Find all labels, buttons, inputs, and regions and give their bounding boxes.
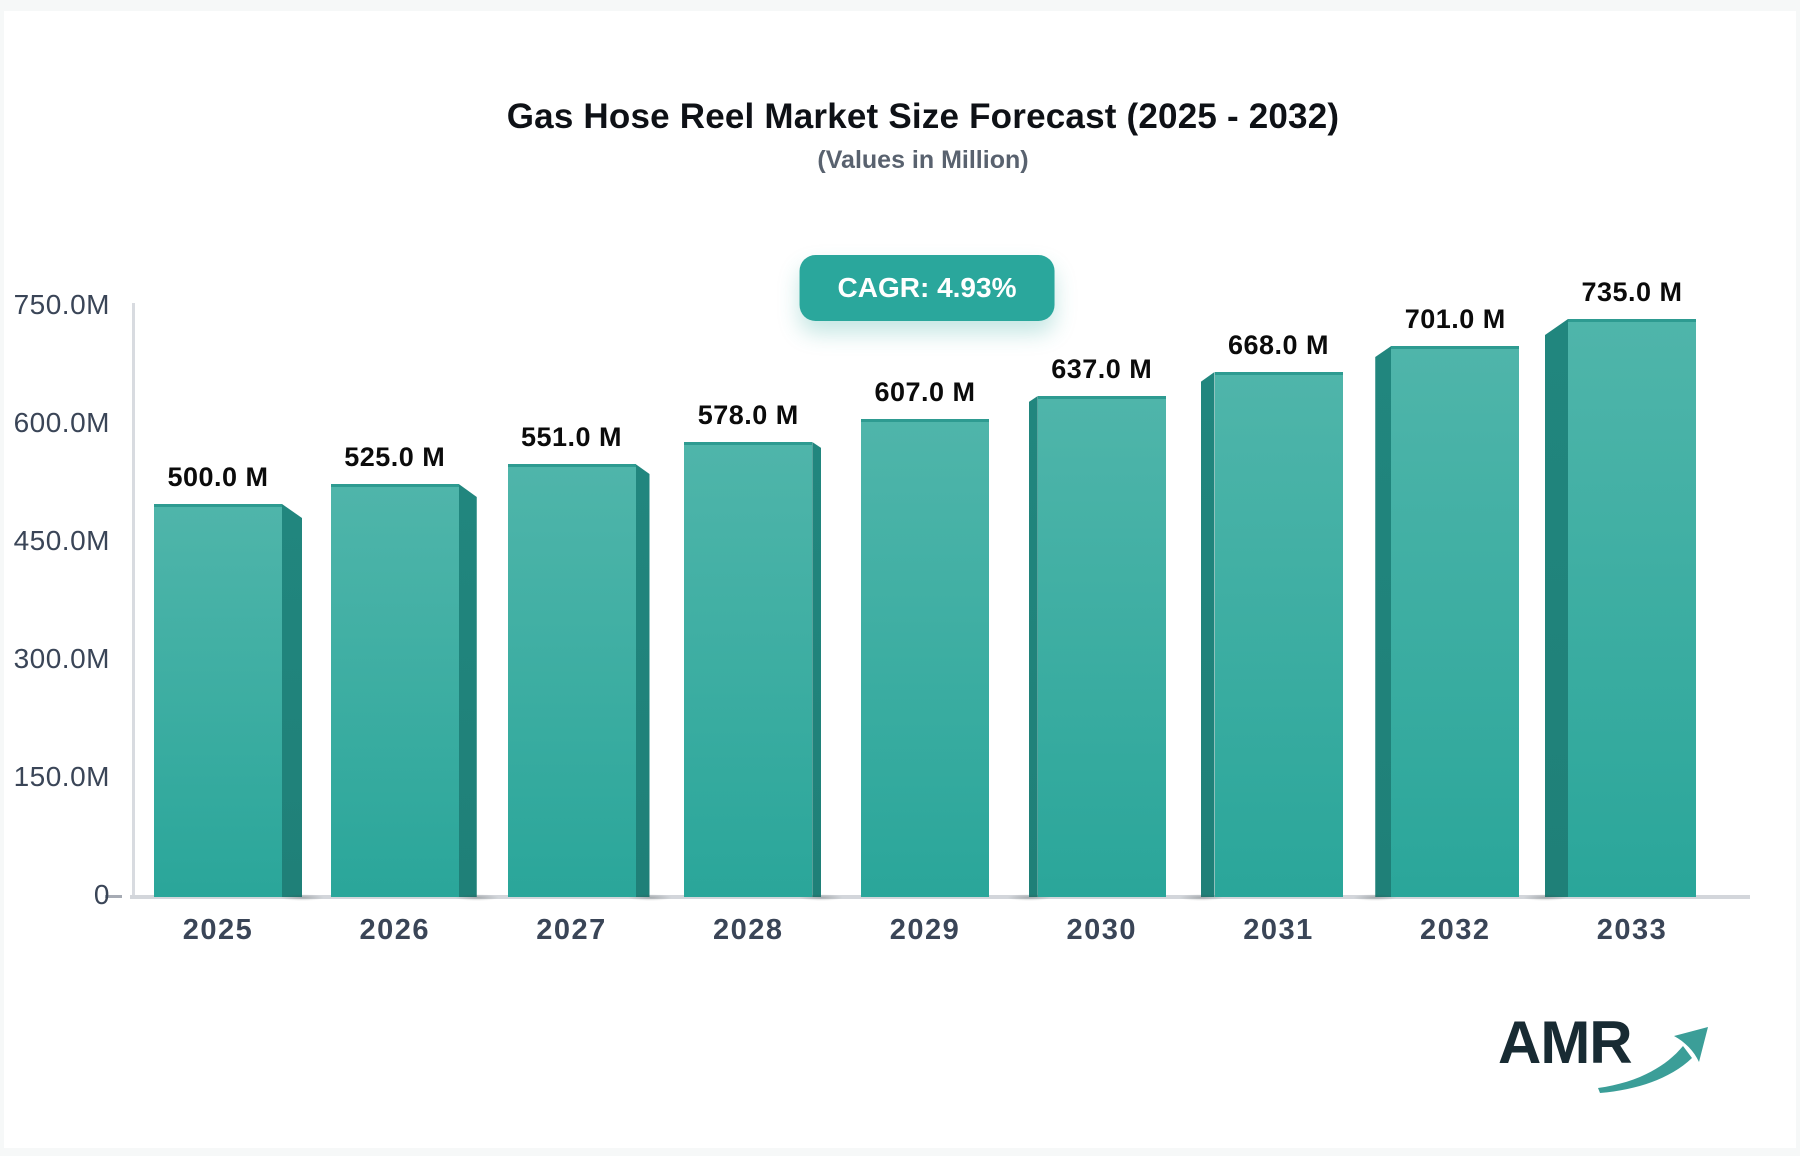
bar-2032[interactable]: [1391, 346, 1520, 897]
y-axis-line: [132, 303, 135, 897]
amr-logo-text: AMR: [1498, 1009, 1633, 1076]
bar-ground-shadow: [280, 894, 324, 901]
bar-side-face: [458, 484, 477, 897]
bar-2030[interactable]: [1037, 396, 1166, 897]
growth-arrow-icon: [1598, 1027, 1708, 1093]
bar-side-face: [282, 504, 302, 897]
bar-ground-shadow: [1178, 894, 1223, 901]
x-axis-line: [130, 895, 1750, 899]
bar-2028[interactable]: [684, 442, 813, 897]
bar-2027[interactable]: [507, 464, 636, 897]
bar-ground-shadow: [454, 894, 499, 901]
bar-value-label: 551.0 M: [520, 422, 623, 452]
bar-2026[interactable]: [330, 484, 459, 897]
bar-side-face: [635, 464, 650, 897]
x-tick-label: 2030: [1066, 914, 1137, 946]
x-tick-label: 2033: [1596, 914, 1668, 946]
x-tick-label: 2029: [889, 914, 961, 946]
bar-2029[interactable]: [861, 419, 989, 897]
bar-ground-shadow: [627, 894, 672, 901]
bar-2031[interactable]: [1214, 372, 1343, 897]
bar-side-face: [1545, 319, 1568, 897]
x-tick-label: 2031: [1243, 914, 1314, 946]
chart-header: Gas Hose Reel Market Size Forecast (2025…: [50, 96, 1796, 176]
x-tick-label: 2025: [182, 914, 254, 946]
bar-side-face: [1028, 396, 1038, 897]
cagr-badge: CAGR: 4.93%: [799, 255, 1055, 321]
chart-subtitle: (Values in Million): [817, 146, 1029, 174]
y-tick-label: 600.0M: [13, 407, 110, 438]
bar-ground-shadow: [1353, 894, 1398, 901]
bar-ground-shadow: [1523, 894, 1567, 901]
y-tick-label: 300.0M: [13, 643, 110, 674]
bar-2033[interactable]: [1568, 319, 1696, 897]
bar-side-face: [1375, 346, 1392, 897]
bar-value-label: 500.0 M: [167, 462, 269, 492]
bar-ground-shadow: [1006, 894, 1051, 901]
y-tick-label: 450.0M: [13, 525, 110, 556]
y-tick-label: 750.0M: [13, 289, 110, 320]
bar-value-label: 525.0 M: [344, 442, 446, 472]
amr-logo: AMR: [1498, 1009, 1708, 1093]
x-tick-label: 2026: [359, 914, 430, 946]
zero-tick-mark: [105, 895, 122, 898]
plot-area: 0 150.0M 300.0M 450.0M 600.0M 750.0M 500.0 M 5…: [4, 11, 1796, 1148]
bar-value-label: 735.0 M: [1581, 277, 1683, 307]
bar-value-label: 578.0 M: [697, 400, 799, 430]
y-tick-label: 150.0M: [13, 761, 110, 792]
x-tick-label: 2027: [536, 914, 607, 946]
chart-card: Gas Hose Reel Market Size Forecast (2025…: [4, 11, 1796, 1148]
bar-side-face: [812, 442, 822, 897]
bar-2025[interactable]: [154, 504, 282, 897]
bar-value-label: 607.0 M: [874, 377, 976, 407]
bar-value-label: 637.0 M: [1051, 354, 1153, 384]
bar-ground-shadow: [799, 894, 844, 901]
chart-title: Gas Hose Reel Market Size Forecast (2025…: [506, 97, 1340, 136]
x-tick-label: 2028: [712, 914, 784, 946]
bar-value-label: 701.0 M: [1404, 304, 1506, 334]
bar-side-face: [1200, 372, 1215, 897]
x-tick-label: 2032: [1419, 914, 1491, 946]
bar-value-label: 668.0 M: [1227, 330, 1330, 360]
y-tick-label: 0: [93, 879, 110, 910]
